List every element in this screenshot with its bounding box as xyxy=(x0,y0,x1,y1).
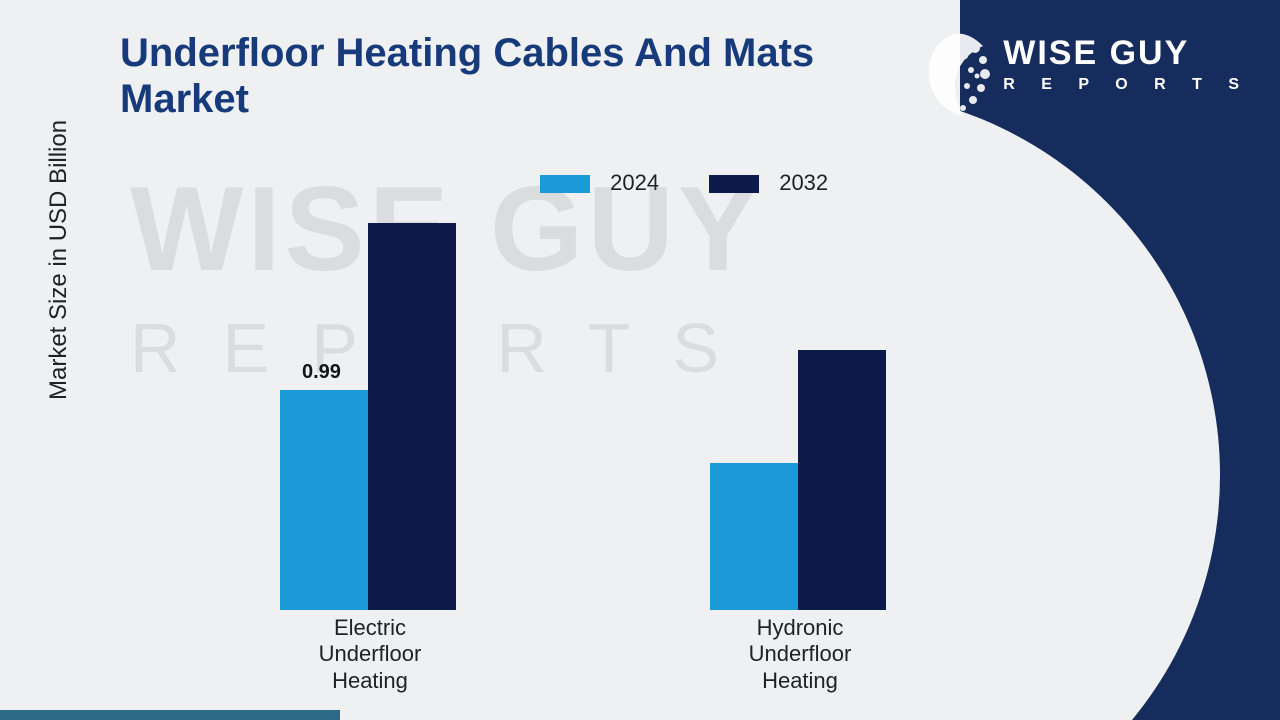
bar-value-label: 0.99 xyxy=(302,361,341,384)
legend-swatch-2032 xyxy=(709,175,759,193)
category-label: ElectricUnderfloorHeating xyxy=(265,615,475,694)
bar-group: 0.99ElectricUnderfloorHeating xyxy=(265,210,475,610)
brand-line1: WISE GUY xyxy=(1003,35,1250,72)
bar-pair xyxy=(710,210,890,610)
bar xyxy=(368,223,456,610)
brand-head-icon xyxy=(925,30,995,120)
legend: 2024 2032 xyxy=(540,170,828,196)
bar xyxy=(710,463,798,610)
chart-title: Underfloor Heating Cables And Mats Marke… xyxy=(120,30,880,122)
legend-label-2032: 2032 xyxy=(779,170,828,195)
y-axis-label: Market Size in USD Billion xyxy=(45,120,73,400)
bar-pair: 0.99 xyxy=(280,210,460,610)
bar-chart: 0.99ElectricUnderfloorHeating HydronicUnd… xyxy=(115,210,935,610)
category-label: HydronicUnderfloorHeating xyxy=(695,615,905,694)
bar xyxy=(798,350,886,610)
brand-line2: R E P O R T S xyxy=(1003,76,1250,94)
page: WISE GUY REPORTS WISE GUY R E P O R T S … xyxy=(0,0,1280,720)
bar xyxy=(280,390,368,610)
brand-logo: WISE GUY R E P O R T S xyxy=(1003,35,1250,94)
bottom-accent-bar xyxy=(0,710,340,720)
legend-swatch-2024 xyxy=(540,175,590,193)
legend-label-2024: 2024 xyxy=(610,170,659,195)
bar-group: HydronicUnderfloorHeating xyxy=(695,210,905,610)
legend-item-2032: 2032 xyxy=(709,170,828,196)
legend-item-2024: 2024 xyxy=(540,170,659,196)
